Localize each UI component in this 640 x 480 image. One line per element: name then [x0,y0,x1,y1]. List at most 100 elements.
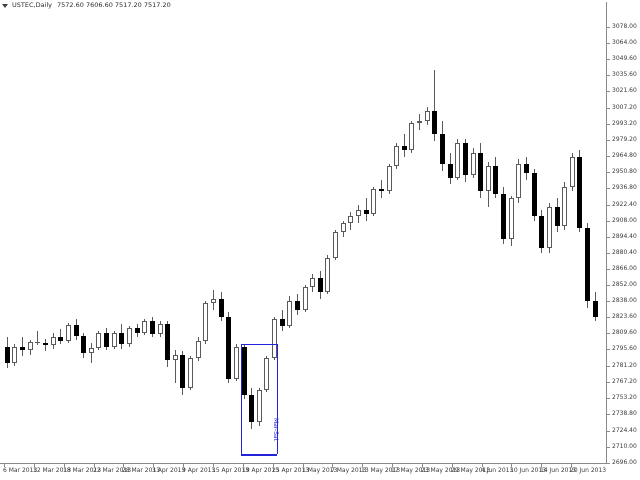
candle-body [104,332,109,347]
time-tick [482,463,483,467]
price-tick [607,333,610,334]
candlestick-series [0,11,607,463]
time-tick [392,463,393,467]
price-tick [607,108,610,109]
candle-body [364,209,369,215]
price-tick [607,414,610,415]
time-tick [303,463,304,467]
candle-body [325,257,330,292]
chart-plot-area[interactable]: Mar-Sat [0,11,607,463]
time-axis-label: 22 Mar 2013 [93,467,132,474]
price-axis-label: 2724.40 [612,427,637,434]
annotation-right-edge[interactable] [277,344,278,454]
candle-body [593,300,598,317]
time-tick [153,463,154,467]
annotation-bottom-edge[interactable] [241,454,277,456]
price-axis-label: 2838.00 [612,297,637,304]
candle-body [501,193,506,240]
time-tick [94,463,95,467]
time-tick [332,463,333,467]
candle-body [74,324,79,337]
annotation-left-edge[interactable] [241,344,242,454]
candle-body [66,324,71,341]
price-axis-label: 2866.00 [612,265,637,272]
price-axis-label: 2964.80 [612,152,637,159]
price-tick [607,447,610,448]
candle-body [348,216,353,224]
triangle-down-icon[interactable] [2,3,8,8]
candle-body [127,328,132,345]
candle-body [211,298,216,304]
price-axis-label: 2894.40 [612,233,637,240]
candle-body [180,354,185,388]
candle-wick [434,70,435,142]
price-tick [607,27,610,28]
chart-annotation[interactable]: Mar-Sat [0,11,607,463]
candle-body [547,207,552,249]
candle-body [165,323,170,361]
time-tick [34,463,35,467]
price-tick [607,43,610,44]
price-tick [607,349,610,350]
candle-body [272,319,277,358]
time-axis-label: 14 Jun 2013 [540,467,577,474]
candle-body [318,278,323,292]
time-axis[interactable]: 6 Mar 2013 12 Mar 2013 18 Mar 2013 22 Mar 2… [0,463,607,480]
candle-body [96,332,101,348]
candle-body [585,227,590,301]
candle-body [555,207,560,226]
candle-body [119,332,124,345]
time-tick [422,463,423,467]
time-axis-label: 7 May 2013 [331,467,367,474]
price-tick [607,285,610,286]
candle-body [539,216,544,249]
price-tick [607,221,610,222]
candle-body [58,337,63,341]
price-axis-label: 3007.20 [612,104,637,111]
price-axis-line [606,2,607,463]
price-tick [607,431,610,432]
time-tick [183,463,184,467]
price-tick [607,205,610,206]
candle-body [135,328,140,333]
time-axis-label: 10 Jun 2013 [510,467,547,474]
candle-body [142,321,147,333]
price-axis-label: 2781.20 [612,362,637,369]
candle-body [203,303,208,341]
price-tick [607,366,610,367]
candle-body [188,357,193,388]
price-axis-label: 2993.20 [612,120,637,127]
candle-body [394,145,399,167]
time-tick [123,463,124,467]
price-axis-label: 2795.60 [612,345,637,352]
price-axis-label: 2823.60 [612,313,637,320]
candle-body [35,342,40,343]
time-axis-label: 15 Apr 2013 [212,467,250,474]
candle-body [524,163,529,174]
price-tick [607,301,610,302]
price-tick [607,140,610,141]
time-tick [273,463,274,467]
price-axis[interactable]: 3078.00 3064.00 3049.60 3035.60 3021.60 3007.… [607,0,640,480]
time-axis-label: 23 May 2013 [421,467,461,474]
candle-body [295,300,300,311]
price-axis-label: 2738.80 [612,410,637,417]
time-axis-label: 6 Mar 2013 [3,467,38,474]
price-tick [607,382,610,383]
candle-body [432,111,437,135]
chart-header: USTEC,Daily 7572.60 7606.60 7517.20 7517… [0,0,171,11]
candle-body [333,232,338,258]
time-axis-label: 19 Apr 2013 [242,467,280,474]
price-tick [607,317,610,318]
candle-body [226,316,231,379]
candle-body [402,145,407,151]
price-axis-label: 3078.00 [612,23,637,30]
price-axis-label: 2936.80 [612,184,637,191]
candle-body [425,111,430,121]
candle-body [486,166,491,192]
candle-body [532,173,537,217]
candle-wick [60,329,61,345]
time-tick [243,463,244,467]
annotation-top-edge[interactable] [241,344,277,345]
